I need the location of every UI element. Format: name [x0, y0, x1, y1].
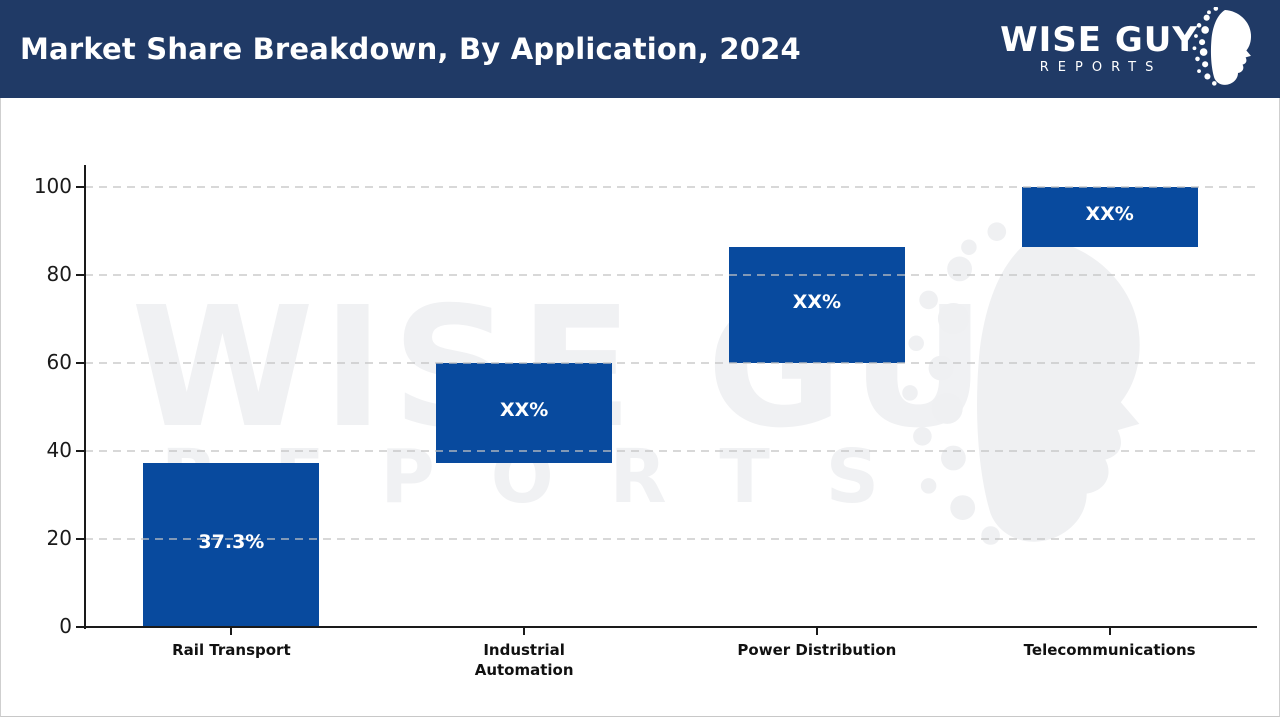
x-axis	[84, 626, 1257, 628]
page-title: Market Share Breakdown, By Application, …	[20, 32, 801, 66]
category-label-line: Automation	[474, 661, 574, 679]
y-tick-40	[76, 450, 84, 452]
bar-value-label-telecommunications: XX%	[1085, 202, 1134, 225]
x-tick-rail-transport	[230, 628, 233, 635]
wiseguy-face-icon	[1192, 7, 1252, 86]
bar-industrial-automation	[436, 363, 613, 463]
category-label-rail-transport: Rail Transport	[121, 640, 341, 660]
y-tick-0	[76, 626, 84, 628]
category-label-line: Rail Transport	[172, 641, 291, 659]
wiseguy-logo: WISE GUY REPORTS	[1000, 7, 1264, 91]
gridline-40	[85, 450, 1256, 452]
bar-rail-transport	[143, 462, 320, 627]
bar-power-distribution	[728, 246, 905, 363]
y-tick-80	[76, 274, 84, 276]
category-label-industrial-automation: Industrial Automation	[414, 640, 634, 680]
gridline-100	[85, 186, 1256, 188]
y-tick-label-40: 40	[46, 438, 72, 462]
bar-value-label-rail-transport: 37.3%	[198, 530, 265, 553]
category-label-power-distribution: Power Distribution	[707, 640, 927, 660]
bar-value-label-power-distribution: XX%	[792, 290, 842, 313]
y-tick-label-80: 80	[46, 262, 72, 286]
category-label-telecommunications: Telecommunications	[1000, 640, 1220, 660]
y-tick-label-60: 60	[46, 350, 72, 374]
category-label-line: Power Distribution	[737, 641, 897, 659]
y-tick-label-0: 0	[59, 614, 72, 638]
y-tick-label-20: 20	[46, 526, 72, 550]
bar-telecommunications	[1021, 187, 1198, 247]
category-label-line: Telecommunications	[1023, 641, 1196, 659]
x-tick-industrial-automation	[523, 628, 526, 635]
y-tick-label-100: 100	[33, 174, 72, 198]
y-tick-60	[76, 362, 84, 364]
header: Market Share Breakdown, By Application, …	[0, 0, 1280, 98]
x-tick-telecommunications	[1108, 628, 1111, 635]
y-tick-100	[76, 186, 84, 188]
gridline-20	[85, 538, 1256, 540]
category-label-line: Industrial	[483, 641, 565, 659]
x-tick-power-distribution	[815, 628, 818, 635]
logo-wordmark: WISE GUY	[1000, 19, 1198, 60]
bar-value-label-industrial-automation: XX%	[499, 398, 549, 421]
gridline-60	[85, 362, 1256, 364]
logo-subtext: REPORTS	[1039, 60, 1163, 76]
y-axis	[84, 165, 86, 629]
gridline-80	[85, 274, 1256, 276]
y-tick-20	[76, 538, 84, 540]
